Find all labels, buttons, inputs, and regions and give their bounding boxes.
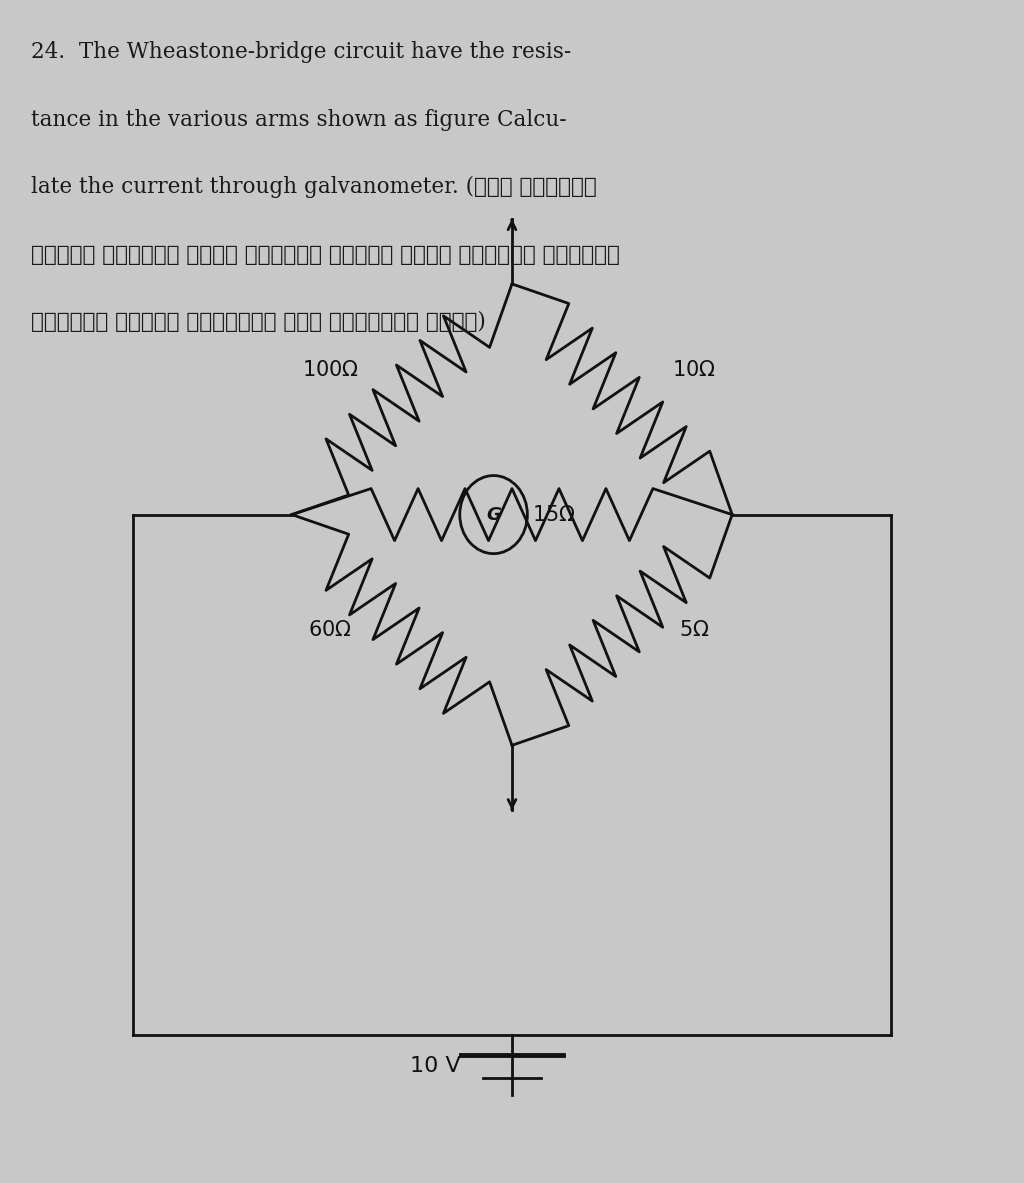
Text: 10$\Omega$: 10$\Omega$ [672,360,716,380]
Text: 24.  The Wheastone-bridge circuit have the resis-: 24. The Wheastone-bridge circuit have th… [31,41,571,64]
Text: হইচটন ব্ৰীজৰ বাহৰ বোধবোৰ দিয়া আছে। গেলভোন মিটাৰৰ: হইচটন ব্ৰীজৰ বাহৰ বোধবোৰ দিয়া আছে। গেলভ… [31,244,620,266]
Text: G: G [486,505,501,524]
Text: late the current through galvanometer. (তলৰ চিত্ৰত: late the current through galvanometer. (… [31,176,596,199]
Text: মাজেৰে চালিত প্ৰবাহৰ মান নিৰ্ণয় কৰা।): মাজেৰে চালিত প্ৰবাহৰ মান নিৰ্ণয় কৰা।) [31,311,485,334]
Text: tance in the various arms shown as figure Calcu-: tance in the various arms shown as figur… [31,109,566,131]
Text: 100$\Omega$: 100$\Omega$ [302,360,358,380]
Text: 10 V: 10 V [410,1056,461,1077]
Text: 60$\Omega$: 60$\Omega$ [308,620,352,640]
Text: 15$\Omega$: 15$\Omega$ [532,505,577,524]
Text: 5$\Omega$: 5$\Omega$ [679,620,709,640]
